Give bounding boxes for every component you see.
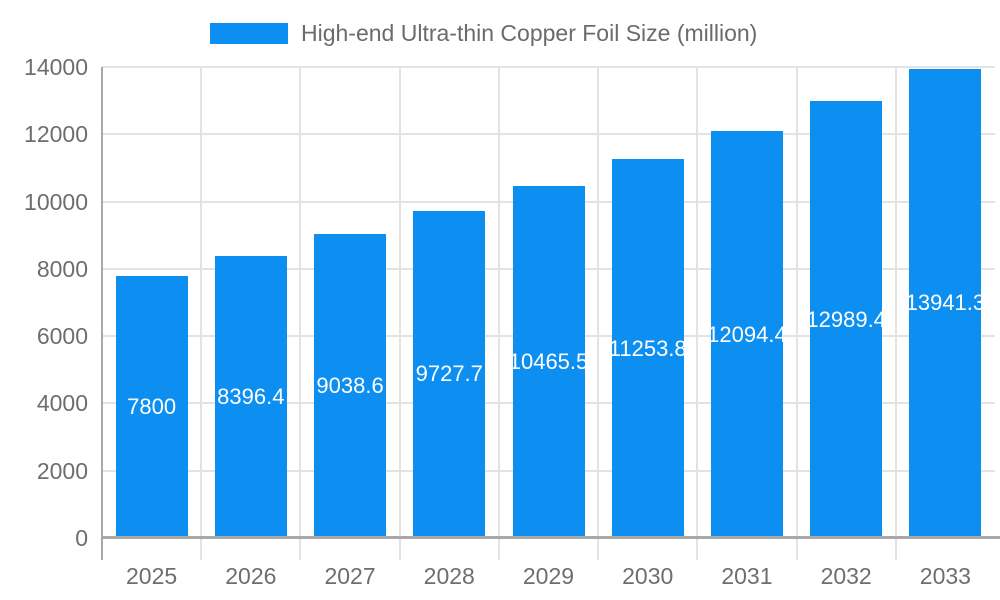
- bar-value-label: 7800: [127, 393, 177, 419]
- x-tick-label: 2026: [225, 563, 277, 589]
- v-gridline: [497, 67, 500, 560]
- y-tick-label: 6000: [36, 323, 88, 350]
- y-tick-label: 10000: [24, 188, 88, 215]
- y-tick-label: 4000: [36, 390, 88, 417]
- x-tick-label: 2030: [622, 563, 674, 589]
- bar[interactable]: 9727.7: [413, 210, 486, 538]
- x-tick-label: 2027: [324, 563, 376, 589]
- bar[interactable]: 7800: [115, 275, 188, 538]
- legend[interactable]: High-end Ultra-thin Copper Foil Size (mi…: [210, 20, 757, 47]
- bar-value-label: 12989.4: [810, 306, 883, 332]
- bar-value-label: 8396.4: [217, 383, 285, 409]
- x-tick-label: 2025: [126, 563, 178, 589]
- x-axis-line: [101, 536, 1000, 539]
- bar[interactable]: 9038.6: [314, 233, 387, 538]
- bar[interactable]: 10465.5: [512, 185, 585, 538]
- y-axis-line: [101, 67, 103, 560]
- bar[interactable]: 13941.3: [909, 68, 982, 538]
- bar-value-label: 9727.7: [415, 361, 483, 387]
- h-gridline: [102, 66, 995, 68]
- bar[interactable]: 11253.8: [611, 159, 684, 538]
- h-gridline: [102, 133, 995, 136]
- bar[interactable]: 8396.4: [214, 255, 287, 538]
- bar[interactable]: 12989.4: [810, 101, 883, 538]
- bar-value-label: 10465.5: [512, 348, 585, 374]
- y-tick-label: 0: [75, 525, 88, 551]
- y-tick-label: 12000: [24, 121, 88, 148]
- bar-value-label: 9038.6: [316, 372, 384, 398]
- v-gridline: [398, 67, 401, 560]
- v-gridline: [894, 67, 897, 560]
- v-gridline: [795, 67, 798, 560]
- x-tick-label: 2031: [721, 563, 773, 589]
- x-tick-label: 2033: [919, 563, 971, 589]
- bar[interactable]: 12094.4: [710, 131, 783, 538]
- x-tick-label: 2029: [522, 563, 575, 589]
- bar-value-label: 12094.4: [710, 321, 783, 347]
- legend-swatch-icon: [210, 23, 288, 44]
- v-gridline: [200, 67, 203, 560]
- bar-value-label: 11253.8: [611, 335, 684, 361]
- x-tick-label: 2032: [820, 563, 872, 589]
- y-tick-label: 14000: [24, 54, 88, 80]
- plot-area: 7800 8396.4 9038.6 9727.7 10465.5 11253.8 1209…: [101, 66, 1000, 589]
- bar-value-label: 13941.3: [909, 290, 982, 316]
- v-gridline: [597, 67, 600, 560]
- v-gridline: [696, 67, 699, 560]
- y-tick-label: 2000: [36, 457, 88, 484]
- x-tick-label: 2028: [423, 563, 475, 589]
- legend-label: High-end Ultra-thin Copper Foil Size (mi…: [301, 20, 758, 46]
- y-tick-label: 8000: [36, 255, 88, 282]
- v-gridline: [299, 67, 302, 560]
